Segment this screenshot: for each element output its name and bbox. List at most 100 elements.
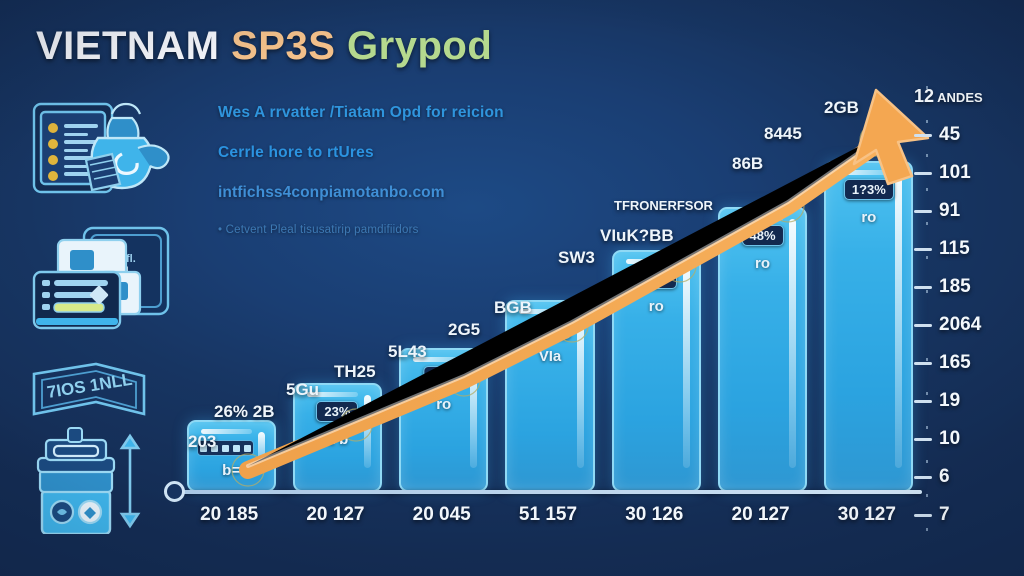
bar-sublabel: ro: [436, 396, 452, 414]
x-axis-labels: 20 185 20 127 20 045 51 157 30 126 20 127 30 1…: [176, 504, 920, 534]
x-axis-label-7: 30 127: [837, 504, 896, 525]
right-axis-tick-10: 10: [914, 428, 960, 450]
title-part-country: VIETNAM: [36, 24, 220, 68]
bar-gloss: [470, 360, 478, 468]
right-axis-tick-9: 19: [914, 390, 960, 412]
bar-4[interactable]: 22% VIa: [505, 300, 595, 492]
banner-machine-icon: 7IOS 1NLL: [26, 362, 176, 534]
document-money-bag-icon: [26, 88, 176, 206]
annotation-2: 26% 2B: [214, 402, 275, 421]
bar-highlight: [200, 429, 252, 435]
x-axis-label-1: 20 185: [200, 504, 259, 525]
description-bullet-note: • Cetvent Pleal tisusatirip pamdifiidors: [218, 224, 419, 236]
bar-gloss: [789, 218, 797, 468]
stacked-cards-icon: fl.fl. 1: [26, 222, 176, 346]
bar-sublabel: VIa: [538, 348, 562, 366]
right-axis-tick-6: 185: [914, 276, 971, 298]
bar-3[interactable]: 11% ro: [399, 348, 489, 492]
right-axis-tick-3: 101: [914, 162, 971, 184]
right-axis-tick-11: 6: [914, 466, 950, 488]
annotation-5: 5L43: [388, 342, 427, 361]
right-axis-tick-label: 115: [939, 238, 970, 259]
bar-6[interactable]: 48% ro: [718, 206, 808, 492]
annotation-10: TFRONERFSOR: [614, 198, 713, 213]
right-axis-tick-5: 115: [914, 238, 970, 260]
bar-highlight: [732, 215, 784, 221]
annotation-7: BGB: [494, 298, 532, 317]
bar-5[interactable]: 24% ro: [611, 250, 701, 492]
right-axis-tick-dash: [914, 399, 932, 403]
right-axis-tick-7: 2064: [914, 314, 981, 336]
annotation-6: 2G5: [448, 320, 481, 339]
right-axis-tick-label: 7: [939, 504, 950, 525]
icon-column: fl.fl. 1: [26, 88, 176, 534]
right-axis-tick-dash: [914, 361, 932, 365]
annotation-13: 2GB: [824, 98, 859, 117]
bar-gloss: [576, 312, 584, 468]
bar-percent-badge: 11%: [423, 366, 465, 388]
right-axis-tick-label: 165: [939, 352, 971, 373]
right-axis-tick-2: 45: [914, 124, 960, 146]
annotation-3: 5Gu: [286, 380, 320, 399]
bar-percent-badge: 24%: [635, 268, 678, 290]
x-axis-label-4: 51 157: [518, 504, 578, 525]
bar-highlight: [625, 259, 677, 265]
bar-percent-badge: 48%: [741, 224, 784, 246]
right-axis-tick-dash: [914, 323, 932, 327]
bar-sublabel: ro: [755, 254, 771, 272]
chart-baseline: [170, 490, 922, 494]
right-axis-tick-label: 10: [939, 428, 961, 449]
bar-sublabel: b=: [222, 462, 241, 480]
banner-label-text: 7IOS 1NLL: [46, 370, 134, 402]
x-axis-label-2: 20 127: [306, 504, 365, 525]
right-axis-tick-dash: [914, 437, 932, 441]
description-line-2: Cerrle hore to rtUres: [218, 144, 374, 161]
right-axis-tick-label: 12 ANDES: [914, 86, 983, 106]
bar-gloss: [895, 172, 903, 468]
right-axis-tick-label: 6: [939, 466, 950, 487]
right-axis-tick-4: 91: [914, 200, 960, 222]
annotation-1: 203: [188, 432, 217, 451]
annotation-11: 86B: [732, 154, 764, 173]
right-axis-tick-1: 12 ANDES: [914, 86, 983, 107]
bar-sublabel: ro: [648, 298, 664, 316]
chart-origin-marker: [164, 481, 185, 502]
x-axis-label-6: 20 127: [731, 504, 790, 525]
bar-gloss: [363, 395, 371, 468]
annotation-4: TH25: [334, 362, 376, 381]
annotation-12: 8445: [764, 124, 802, 143]
bar-sublabel: 1 b: [326, 431, 349, 449]
right-axis-tick-label: 2064: [939, 314, 982, 335]
bar-highlight: [838, 169, 890, 175]
description-block: Wes A rrvatter /Tiatam Opd for reicion C…: [218, 104, 618, 236]
bar-percent-badge: 23%: [316, 401, 359, 423]
right-axis-tick-12: 7: [914, 504, 950, 526]
description-line-1: Wes A rrvatter /Tiatam Opd for reicion: [218, 104, 504, 121]
right-axis-tick-label: 45: [939, 124, 961, 145]
title-part-model: SP3S: [231, 24, 336, 68]
right-axis-tick-dash: [914, 209, 932, 213]
right-axis-tick-label: 101: [939, 162, 971, 183]
description-website-link[interactable]: intfichss4conpiamotanbo.com: [218, 184, 445, 201]
bar-7[interactable]: 1?3% ro: [824, 160, 914, 492]
right-axis-tick-label: 91: [939, 200, 961, 221]
right-axis-tick-label: 19: [939, 390, 961, 411]
axis-grid-column: [926, 86, 928, 532]
bar-percent-badge: 1?3%: [843, 178, 894, 200]
right-axis-tick-dash: [914, 247, 932, 251]
x-axis-label-5: 30 126: [625, 504, 684, 525]
right-axis-tick-label: 185: [939, 276, 971, 297]
bar-gloss: [257, 432, 265, 468]
bar-sublabel: ro: [861, 208, 877, 226]
right-axis-tick-8: 165: [914, 352, 971, 374]
right-axis-tick-dash: [914, 513, 932, 517]
right-axis-tick-dash: [914, 171, 932, 175]
right-axis: 12 ANDES 45 101 91 115 185 2064 165 19 10 6 7: [914, 80, 1024, 550]
x-axis-label-3: 20 045: [412, 504, 471, 525]
bar-percent-badge: 22%: [528, 318, 571, 340]
right-axis-tick-dash: [914, 285, 932, 289]
right-axis-tick-dash: [914, 475, 932, 479]
bar-gloss: [682, 262, 690, 468]
page-title: VIETNAM SP3S Grypod: [36, 24, 492, 69]
